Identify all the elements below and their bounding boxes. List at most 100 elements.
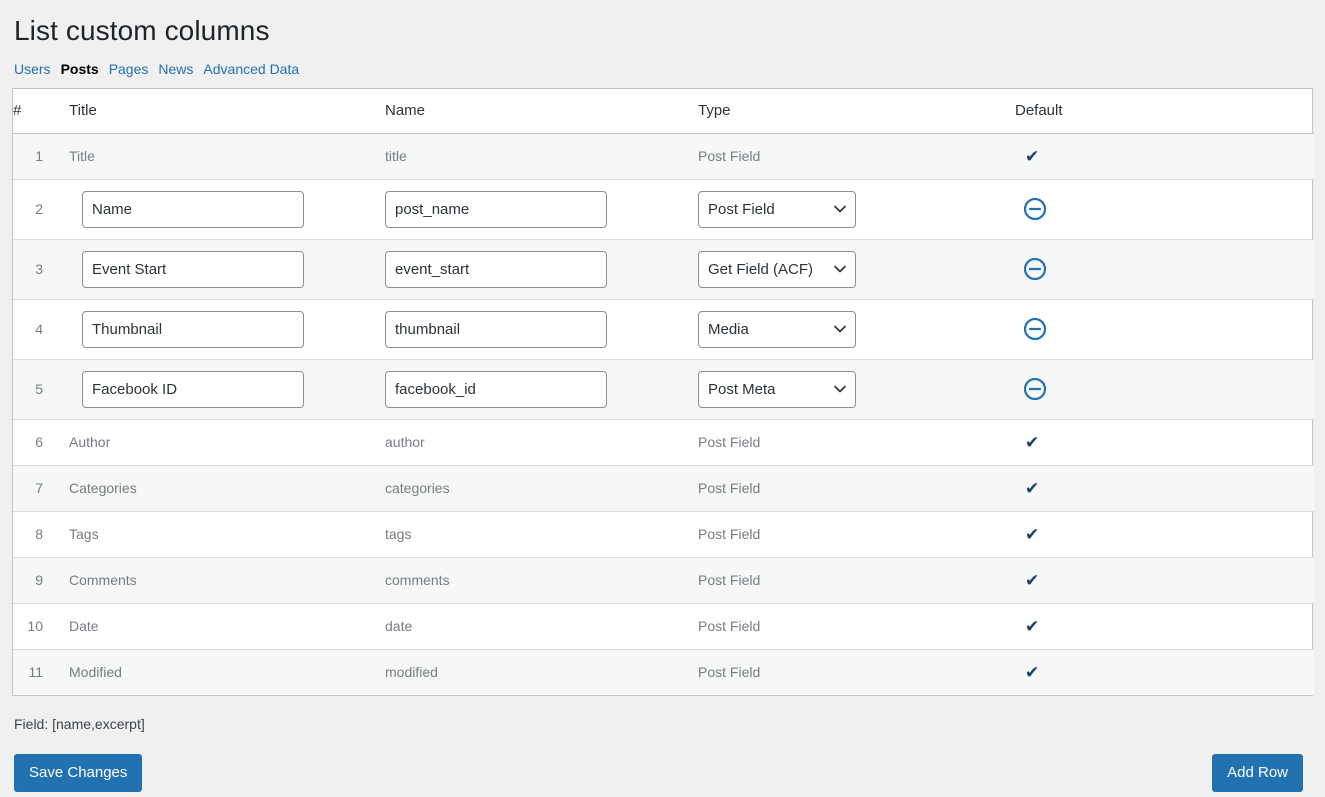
cell-row-number: 3 [13, 239, 69, 300]
name-label: author [385, 434, 425, 450]
cell-row-number: 9 [13, 557, 69, 604]
row-number-label: 8 [35, 526, 43, 542]
name-input[interactable] [385, 250, 607, 288]
table-row: 7 Categories categories Post Field ✔ [13, 465, 1314, 512]
cell-row-number: 8 [13, 511, 69, 558]
name-input[interactable] [385, 310, 607, 348]
table-row: 5 Post FieldPost MetaGet Field (ACF)Media [13, 359, 1314, 420]
table-row: 9 Comments comments Post Field ✔ [13, 557, 1314, 604]
row-number-label: 2 [35, 201, 43, 217]
remove-circle-icon[interactable] [1022, 256, 1048, 282]
table-head: # Title Name Type Default [13, 89, 1314, 134]
column-header-default: Default [1015, 89, 1314, 134]
cell-type: Post Field [698, 649, 1015, 695]
row-number-label: 7 [35, 480, 43, 496]
row-number-label: 6 [35, 434, 43, 450]
cell-name [385, 359, 698, 420]
name-input[interactable] [385, 190, 607, 228]
cell-name: title [385, 133, 698, 180]
table-row: 3 Post FieldPost MetaGet Field (ACF)Media [13, 239, 1314, 300]
table-row: 10 Date date Post Field ✔ [13, 603, 1314, 650]
remove-circle-icon[interactable] [1022, 376, 1048, 402]
type-label: Post Field [698, 572, 761, 588]
column-header-type: Type [698, 89, 1015, 134]
type-select[interactable]: Post FieldPost MetaGet Field (ACF)Media [698, 190, 856, 228]
title-label: Comments [69, 572, 137, 588]
cell-title: Categories [69, 465, 385, 512]
table-row: 6 Author author Post Field ✔ [13, 419, 1314, 466]
type-label: Post Field [698, 480, 761, 496]
cell-type: Post FieldPost MetaGet Field (ACF)Media [698, 179, 1015, 240]
action-button-row: Save Changes Add Row [12, 732, 1313, 794]
type-label: Post Field [698, 434, 761, 450]
title-input[interactable] [82, 370, 304, 408]
table-row: 2 Post FieldPost MetaGet Field (ACF)Media [13, 179, 1314, 240]
cell-name: date [385, 603, 698, 650]
cell-type: Post Field [698, 465, 1015, 512]
cell-row-number: 10 [13, 603, 69, 650]
title-input[interactable] [82, 250, 304, 288]
name-input[interactable] [385, 370, 607, 408]
title-label: Tags [69, 526, 99, 542]
cell-name: comments [385, 557, 698, 604]
row-number-label: 4 [35, 321, 43, 337]
save-changes-button[interactable]: Save Changes [14, 753, 143, 792]
cell-title: Modified [69, 649, 385, 695]
row-number-label: 9 [35, 572, 43, 588]
check-icon: ✔ [1025, 662, 1040, 682]
cell-title [69, 179, 385, 240]
title-input[interactable] [82, 190, 304, 228]
cell-row-number: 5 [13, 359, 69, 420]
cell-default [1015, 299, 1314, 360]
type-select[interactable]: Post FieldPost MetaGet Field (ACF)Media [698, 310, 856, 348]
cell-name: author [385, 419, 698, 466]
field-note: Field: [name,excerpt] [14, 715, 145, 732]
nav-tab-users[interactable]: Users [14, 61, 51, 77]
cell-title: Date [69, 603, 385, 650]
cell-title: Title [69, 133, 385, 180]
type-label: Post Field [698, 148, 761, 164]
table-row: 8 Tags tags Post Field ✔ [13, 511, 1314, 558]
name-label: tags [385, 526, 412, 542]
name-label: title [385, 148, 407, 164]
cell-default: ✔ [1015, 419, 1314, 466]
cell-row-number: 2 [13, 179, 69, 240]
cell-default [1015, 239, 1314, 300]
nav-tab-news[interactable]: News [158, 61, 194, 77]
type-select[interactable]: Post FieldPost MetaGet Field (ACF)Media [698, 250, 856, 288]
cell-title [69, 239, 385, 300]
cell-name [385, 179, 698, 240]
name-label: date [385, 618, 413, 634]
column-header-name: Name [385, 89, 698, 134]
name-label: categories [385, 480, 450, 496]
table-body: 1 Title title Post Field ✔ 2 Post FieldPost Me… [13, 133, 1314, 695]
name-label: modified [385, 664, 438, 680]
cell-title: Author [69, 419, 385, 466]
cell-name: categories [385, 465, 698, 512]
title-input[interactable] [82, 310, 304, 348]
cell-default [1015, 179, 1314, 240]
nav-tab-advanced-data[interactable]: Advanced Data [203, 61, 300, 77]
type-select-wrapper: Post FieldPost MetaGet Field (ACF)Media [698, 370, 856, 408]
type-select-wrapper: Post FieldPost MetaGet Field (ACF)Media [698, 190, 856, 228]
add-row-button[interactable]: Add Row [1212, 753, 1303, 792]
table-row: 11 Modified modified Post Field ✔ [13, 649, 1314, 695]
cell-default: ✔ [1015, 465, 1314, 512]
remove-circle-icon[interactable] [1022, 196, 1048, 222]
custom-columns-table-container: # Title Name Type Default 1 Title title Pos… [12, 88, 1314, 696]
cell-default [1015, 359, 1314, 420]
remove-circle-icon[interactable] [1022, 316, 1048, 342]
title-label: Modified [69, 664, 122, 680]
cell-title [69, 299, 385, 360]
type-select[interactable]: Post FieldPost MetaGet Field (ACF)Media [698, 370, 856, 408]
title-label: Categories [69, 480, 137, 496]
nav-tab-posts[interactable]: Posts [60, 61, 99, 77]
type-label: Post Field [698, 664, 761, 680]
table-row: 4 Post FieldPost MetaGet Field (ACF)Media [13, 299, 1314, 360]
cell-default: ✔ [1015, 511, 1314, 558]
cell-name: tags [385, 511, 698, 558]
cell-type: Post FieldPost MetaGet Field (ACF)Media [698, 359, 1015, 420]
cell-row-number: 4 [13, 299, 69, 360]
nav-tab-pages[interactable]: Pages [108, 61, 149, 77]
